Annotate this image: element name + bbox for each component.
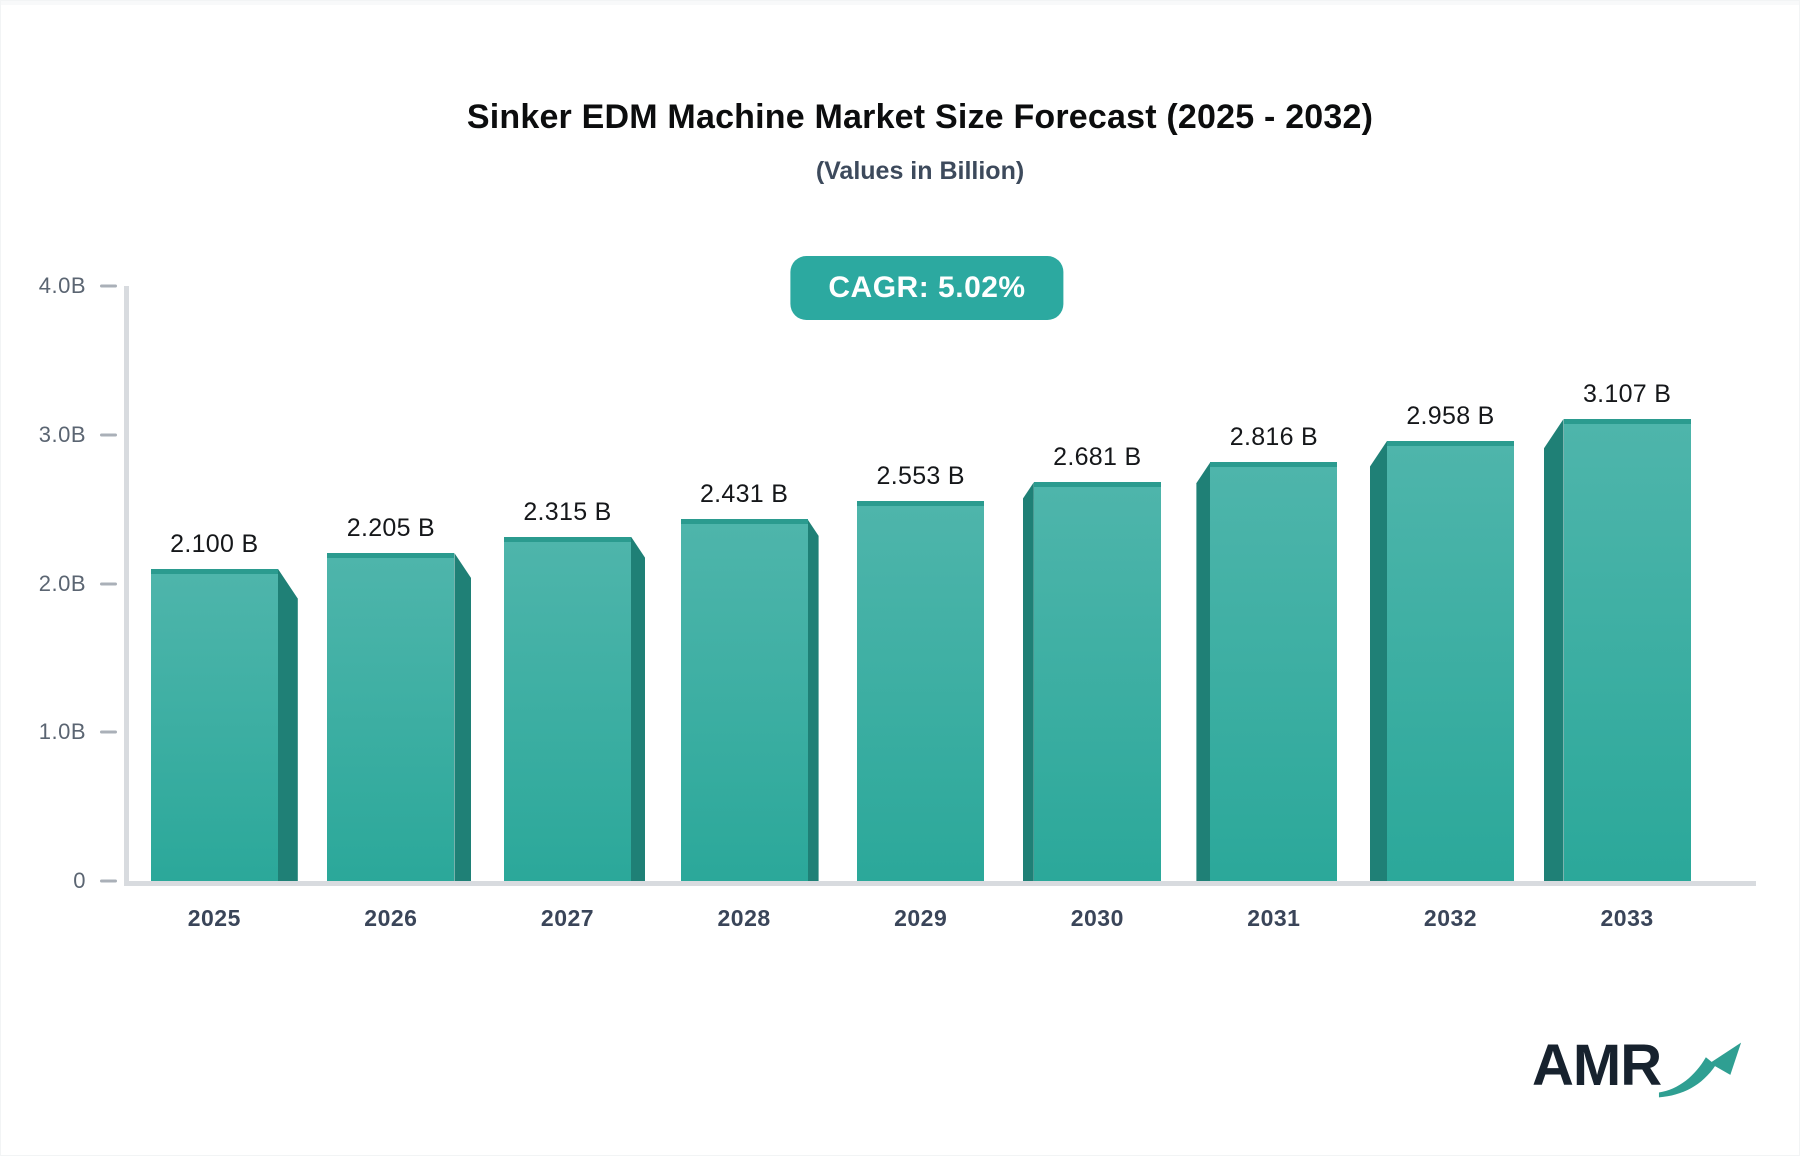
- x-axis-label: 2029: [894, 905, 948, 931]
- bar-face: [327, 553, 455, 881]
- bar-2031: [1196, 462, 1338, 881]
- bar-2028: [680, 519, 819, 881]
- x-axis-label: 2025: [187, 905, 241, 931]
- y-tick-dash: [100, 433, 117, 437]
- bar-2030: [1022, 482, 1161, 881]
- y-axis: 4.0B 3.0B 2.0B 1.0B 0: [1, 273, 129, 893]
- amr-logo: AMR: [1532, 1037, 1745, 1101]
- y-tick-label: 2.0B: [38, 570, 86, 596]
- bar-face: [1387, 441, 1514, 881]
- bar-face: [1033, 482, 1161, 881]
- bar-face: [680, 519, 808, 881]
- x-axis-line: [124, 881, 1756, 886]
- chart-subtitle: (Values in Billion): [815, 157, 1025, 185]
- x-axis-label: 2033: [1600, 905, 1654, 931]
- bar-value-label: 3.107 B: [1582, 379, 1672, 408]
- bar-value-label: 2.100 B: [170, 529, 259, 558]
- bar-2029: [857, 501, 985, 881]
- bar-value-label: 2.431 B: [699, 480, 789, 509]
- x-axis-label: 2031: [1247, 905, 1301, 931]
- bar-side-face: [631, 536, 645, 881]
- chart-title: Sinker EDM Machine Market Size Forecast …: [466, 98, 1374, 136]
- amr-logo-text: AMR: [1532, 1033, 1662, 1098]
- bar-face: [1210, 462, 1338, 881]
- y-axis-line: [124, 286, 129, 886]
- bar-side-face: [454, 553, 472, 881]
- bar-value-label: 2.315 B: [523, 497, 612, 526]
- growth-arrow-icon: [1659, 1042, 1742, 1098]
- bar-side-face: [1022, 482, 1034, 881]
- x-axis-label: 2026: [364, 905, 418, 931]
- bar-value-label: 2.816 B: [1229, 423, 1319, 452]
- bar-2026: [327, 553, 472, 881]
- y-tick-dash: [100, 284, 117, 288]
- bar-value-label: 2.958 B: [1406, 402, 1495, 430]
- x-axis-label: 2028: [717, 905, 771, 931]
- bar-side-face: [277, 568, 298, 881]
- top-border: [1, 1, 1799, 5]
- bar-2025: [150, 568, 298, 881]
- bar-face: [857, 501, 985, 881]
- y-tick-label: 4.0B: [38, 273, 86, 298]
- bar-face: [1563, 418, 1691, 881]
- cagr-badge: CAGR: 5.02%: [790, 256, 1064, 320]
- plot-area: 2.100 B 2.205 B 2.315 B 2.431 B 2.553 B 2.681…: [124, 286, 1756, 886]
- bar-side-face: [1543, 418, 1564, 881]
- bar-side-face: [1370, 441, 1387, 881]
- y-tick-dash: [100, 582, 117, 585]
- bar-value-label: 2.205 B: [346, 514, 436, 543]
- bar-side-face: [807, 519, 819, 881]
- bar-2032: [1370, 441, 1514, 881]
- bar-2027: [504, 536, 645, 881]
- x-axis-label: 2030: [1070, 905, 1124, 931]
- bar-face: [504, 536, 631, 881]
- bar-value-label: 2.681 B: [1053, 443, 1142, 472]
- x-axis-label: 2032: [1423, 905, 1478, 931]
- bar-2033: [1543, 418, 1691, 881]
- x-axis-labels: 2025 2026 2027 2028 2029 2030 2031 2032 2033: [129, 905, 1756, 945]
- x-axis-label: 2027: [540, 905, 595, 931]
- bar-face: [150, 568, 278, 881]
- bar-value-label: 2.553 B: [876, 462, 965, 491]
- y-tick-dash: [100, 879, 117, 883]
- bar-side-face: [1196, 462, 1211, 881]
- y-tick-label: 1.0B: [38, 719, 86, 745]
- y-tick-dash: [100, 730, 117, 734]
- y-tick-label: 3.0B: [38, 421, 86, 447]
- y-tick-label: 0: [73, 868, 86, 893]
